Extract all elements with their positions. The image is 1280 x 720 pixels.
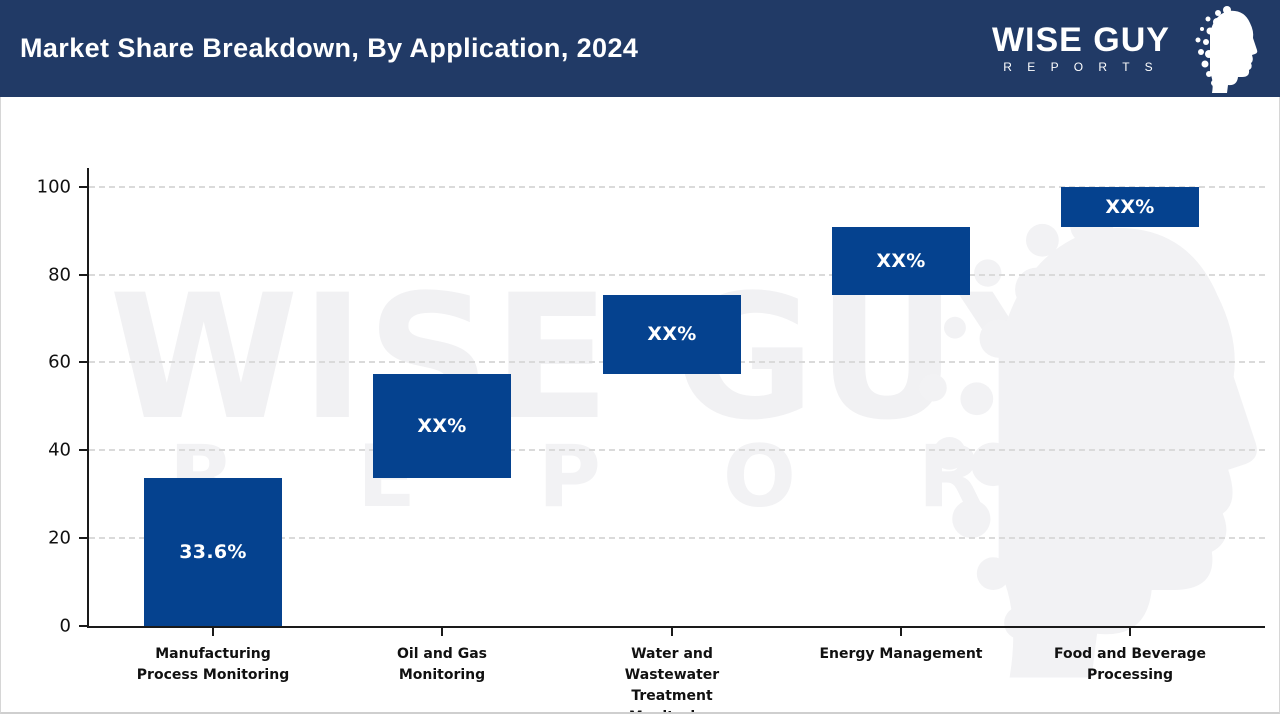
y-tick-mark	[79, 537, 89, 540]
bar-segment[interactable]: XX%	[603, 294, 741, 374]
bar-value-label: XX%	[647, 323, 697, 346]
y-axis-line	[87, 168, 89, 628]
bar-value-label: XX%	[1105, 195, 1155, 218]
y-tick-mark	[79, 625, 89, 627]
bar-value-label: 33.6%	[179, 541, 247, 564]
gridline	[89, 185, 1265, 188]
bar-segment[interactable]: XX%	[832, 226, 970, 295]
bar-value-label: XX%	[417, 415, 467, 438]
category-label: Manufacturing Process Monitoring	[136, 646, 290, 683]
y-tick-mark	[79, 273, 89, 276]
bar-segment[interactable]: 33.6%	[144, 478, 282, 626]
x-axis-line	[87, 626, 1265, 628]
header-bar: Market Share Breakdown, By Application, …	[0, 0, 1280, 97]
category-label: Food and Beverage Processing	[1053, 646, 1207, 683]
y-tick-label: 80	[48, 264, 71, 286]
waterfall-chart: 0 20 40 60 80 100 33.6% Manufacturing Process M…	[1, 97, 1279, 712]
y-tick-label: 0	[59, 615, 71, 637]
x-tick-mark	[212, 628, 214, 636]
bar-segment[interactable]: XX%	[373, 373, 511, 479]
y-tick-mark	[79, 185, 89, 188]
y-tick-label: 100	[36, 176, 71, 198]
bar-segment[interactable]: XX%	[1061, 186, 1199, 227]
bar-value-label: XX%	[876, 249, 926, 272]
y-tick-mark	[79, 449, 89, 452]
category-label: Oil and Gas Monitoring	[397, 646, 487, 683]
gridline	[89, 449, 1265, 452]
y-tick-label: 60	[48, 351, 71, 373]
y-tick-mark	[79, 361, 89, 364]
brand-face-icon	[1195, 5, 1258, 93]
category-label: Energy Management	[819, 646, 983, 662]
brand-subtitle: R E P O R T S	[1003, 60, 1159, 75]
x-tick-mark	[441, 628, 443, 636]
category-label: Water and Wastewater Treatment Monitorin…	[624, 646, 720, 712]
page-title: Market Share Breakdown, By Application, …	[20, 33, 639, 63]
brand-logo: WISE GUY R E P O R T S	[992, 5, 1258, 93]
gridline	[89, 273, 1265, 276]
brand-text: WISE GUY R E P O R T S	[991, 20, 1170, 75]
x-tick-mark	[900, 628, 902, 636]
x-tick-mark	[671, 628, 673, 636]
y-tick-label: 40	[48, 439, 71, 461]
y-tick-label: 20	[48, 527, 71, 549]
brand-wordmark: WISE GUY	[991, 20, 1170, 59]
gridline	[89, 537, 1265, 540]
chart-area: WISE GUY R E P O R T S 0 20 40 60 80 100 33.6%…	[0, 97, 1280, 714]
x-tick-mark	[1129, 628, 1131, 636]
